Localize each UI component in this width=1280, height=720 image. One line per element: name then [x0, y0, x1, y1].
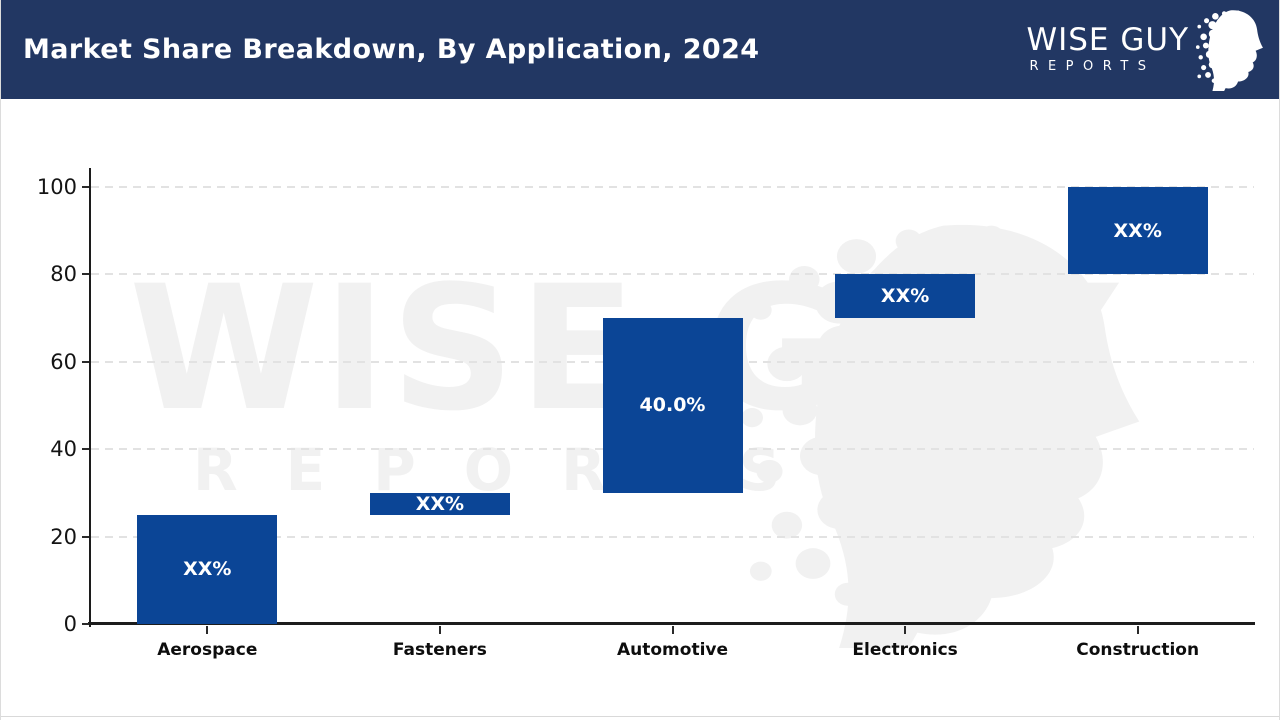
x-axis-tick [206, 626, 209, 634]
x-axis-tick [438, 626, 441, 634]
y-axis-tick [82, 186, 89, 188]
y-tick-label: 80 [50, 262, 77, 287]
x-axis-tick [671, 626, 674, 634]
y-axis-tick [82, 448, 89, 451]
y-gridline [91, 186, 1254, 188]
wiseguy-logo-text: WISE GUY REPORTS [1026, 22, 1189, 75]
bar-segment: XX% [137, 514, 278, 624]
x-tick-label: Fasteners [392, 640, 487, 660]
header-bar: Market Share Breakdown, By Application, … [1, 0, 1279, 99]
figure-bottom-border [1, 716, 1279, 717]
bar-value-label: XX% [1113, 219, 1162, 242]
y-axis-tick [82, 535, 89, 538]
y-axis-tick [82, 623, 89, 625]
y-tick-label: 60 [50, 349, 77, 374]
bar-value-label: 40.0% [639, 394, 706, 417]
bar-value-label: XX% [880, 285, 930, 308]
x-tick-label: Aerospace [157, 640, 258, 660]
x-axis-line [88, 622, 1255, 625]
bar-segment: 40.0% [602, 318, 743, 493]
x-tick-label: Construction [1076, 640, 1200, 660]
x-axis-tick [904, 626, 907, 634]
y-axis-line [89, 168, 91, 627]
wiseguy-logo: WISE GUY REPORTS [1026, 9, 1279, 91]
x-axis-tick [1136, 626, 1139, 634]
y-tick-label: 0 [63, 612, 77, 636]
page-title: Market Share Breakdown, By Application, … [23, 34, 760, 65]
logo-reports-label: REPORTS [1029, 59, 1156, 74]
bar-value-label: XX% [183, 558, 232, 581]
y-tick-label: 20 [50, 524, 77, 549]
y-tick-label: 40 [50, 437, 77, 462]
bar-value-label: XX% [415, 492, 465, 515]
x-tick-label: Automotive [616, 640, 729, 660]
x-tick-label: Electronics [852, 640, 958, 660]
wiseguy-head-icon [1193, 9, 1267, 91]
y-tick-label: 100 [36, 175, 77, 199]
y-gridline [91, 535, 1254, 538]
y-axis-tick [82, 273, 89, 276]
watermark-head-icon [726, 218, 1161, 652]
y-axis-tick [82, 360, 89, 363]
bar-segment: XX% [835, 274, 976, 319]
bar-segment: XX% [369, 492, 510, 515]
y-gridline [91, 273, 1254, 276]
logo-wiseguy-label: WISE GUY [1026, 22, 1189, 58]
bar-segment: XX% [1067, 187, 1208, 275]
